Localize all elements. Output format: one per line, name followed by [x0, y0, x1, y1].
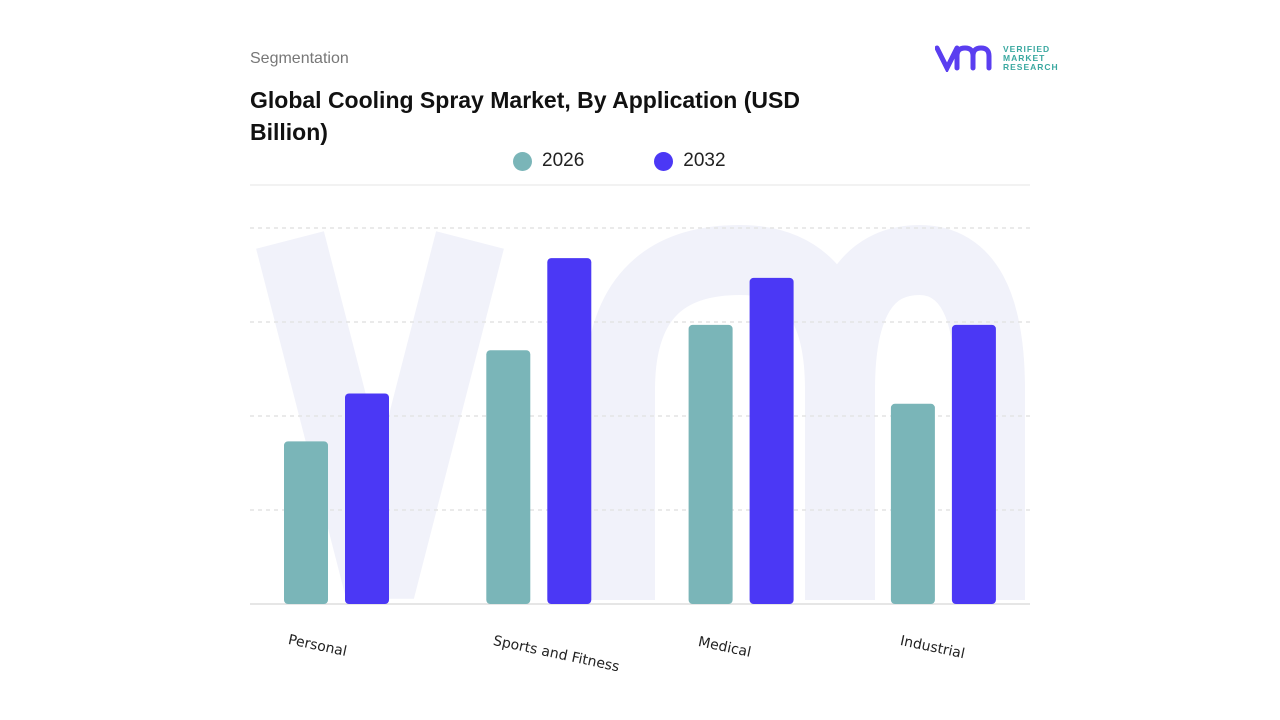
bar-2032-0: [345, 393, 389, 604]
bar-2026-2: [688, 324, 733, 604]
segmentation-label: Segmentation: [250, 50, 349, 67]
legend-item-2032: 2032: [654, 150, 726, 172]
legend-swatch: [654, 151, 674, 171]
bar-2026-1: [486, 350, 531, 604]
chart-title: Global Cooling Spray Market, By Applicat…: [250, 87, 800, 145]
logo-text: VERIFIED MARKET RESEARCH: [1003, 43, 1059, 72]
bar-2026-0: [284, 441, 328, 604]
bar-2032-2: [749, 277, 794, 604]
vmr-logo-icon: [935, 45, 992, 72]
vmr-logo: VERIFIED MARKET RESEARCH: [935, 44, 1059, 72]
watermark: [256, 224, 1025, 600]
bar-2032-3: [951, 324, 996, 604]
bar-2032-1: [547, 258, 592, 604]
bar-2026-3: [890, 403, 935, 604]
legend-swatch: [513, 151, 532, 171]
legend-item-2026: 2026: [513, 150, 584, 172]
legend: 2026 2032: [513, 150, 726, 172]
